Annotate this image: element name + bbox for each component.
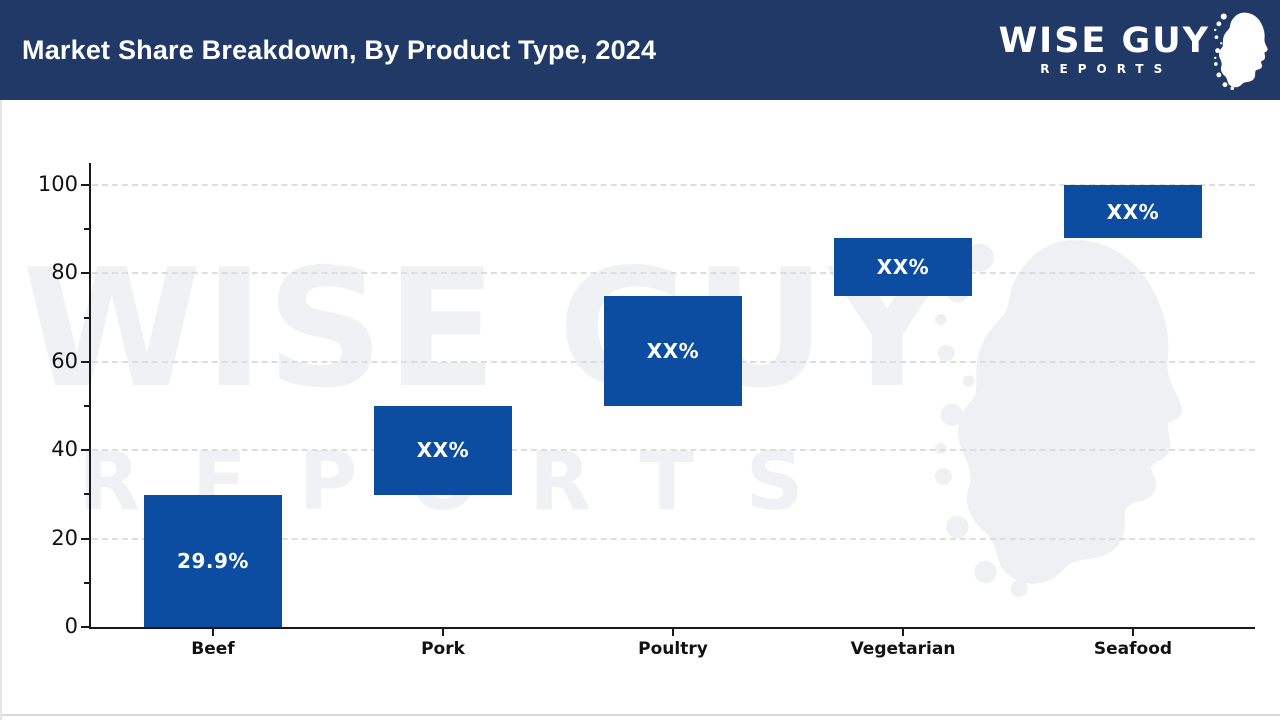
x-tick: [672, 629, 674, 636]
gridline: [92, 537, 1255, 540]
y-major-tick: [81, 184, 90, 187]
bar-value-label: XX%: [416, 438, 470, 463]
x-tick: [902, 629, 904, 636]
logo-face-icon: [1214, 10, 1270, 90]
y-tick-label: 80: [51, 260, 78, 285]
x-category-label: Vegetarian: [850, 639, 956, 659]
y-axis-line: [89, 163, 91, 629]
y-major-tick: [81, 360, 90, 363]
wiseguy-logo: WISE GUY REPORTS: [999, 0, 1270, 100]
y-tick-label: 100: [37, 172, 78, 197]
y-minor-tick: [84, 316, 90, 319]
bar-value-label: XX%: [646, 339, 700, 364]
y-tick-label: 0: [64, 614, 78, 639]
y-major-tick: [81, 537, 90, 540]
bar-value-label: XX%: [1106, 199, 1160, 224]
y-minor-tick: [84, 581, 90, 584]
y-tick-label: 40: [51, 437, 78, 462]
y-major-tick: [81, 449, 90, 452]
watermark-wiseguy-text: WISE GUY: [22, 235, 949, 424]
x-category-label: Poultry: [638, 639, 708, 659]
bottom-divider: [2, 714, 1280, 716]
y-major-tick: [81, 626, 90, 628]
logo-text: WISE GUY REPORTS: [998, 21, 1210, 77]
bar-value-label: XX%: [876, 255, 930, 280]
bar-poultry: XX%: [604, 296, 742, 406]
x-tick: [442, 629, 444, 636]
y-minor-tick: [84, 405, 90, 408]
bar-value-label: 29.9%: [177, 548, 249, 573]
y-tick-label: 60: [51, 348, 78, 373]
x-category-label: Seafood: [1093, 639, 1173, 659]
bar-beef: 29.9%: [144, 494, 282, 627]
gridline: [92, 184, 1255, 187]
y-major-tick: [81, 272, 90, 275]
gridline: [92, 449, 1255, 452]
x-category-label: Beef: [191, 639, 235, 659]
gridline: [92, 272, 1255, 275]
bar-vegetarian: XX%: [834, 238, 972, 297]
x-category-label: Pork: [421, 639, 465, 659]
bar-pork: XX%: [374, 405, 512, 495]
chart-title: Market Share Breakdown, By Product Type,…: [22, 34, 657, 65]
x-tick: [212, 629, 214, 636]
logo-wiseguy-text: WISE GUY: [998, 21, 1210, 61]
x-axis-line: [89, 627, 1255, 629]
bar-seafood: XX%: [1064, 185, 1202, 239]
logo-reports-text: REPORTS: [1040, 62, 1173, 76]
x-tick: [1132, 629, 1134, 636]
y-minor-tick: [84, 228, 90, 231]
watermark-face-icon: [935, 226, 1193, 598]
header-bar: Market Share Breakdown, By Product Type,…: [0, 0, 1280, 100]
y-minor-tick: [84, 493, 90, 496]
y-tick-label: 20: [51, 525, 78, 550]
